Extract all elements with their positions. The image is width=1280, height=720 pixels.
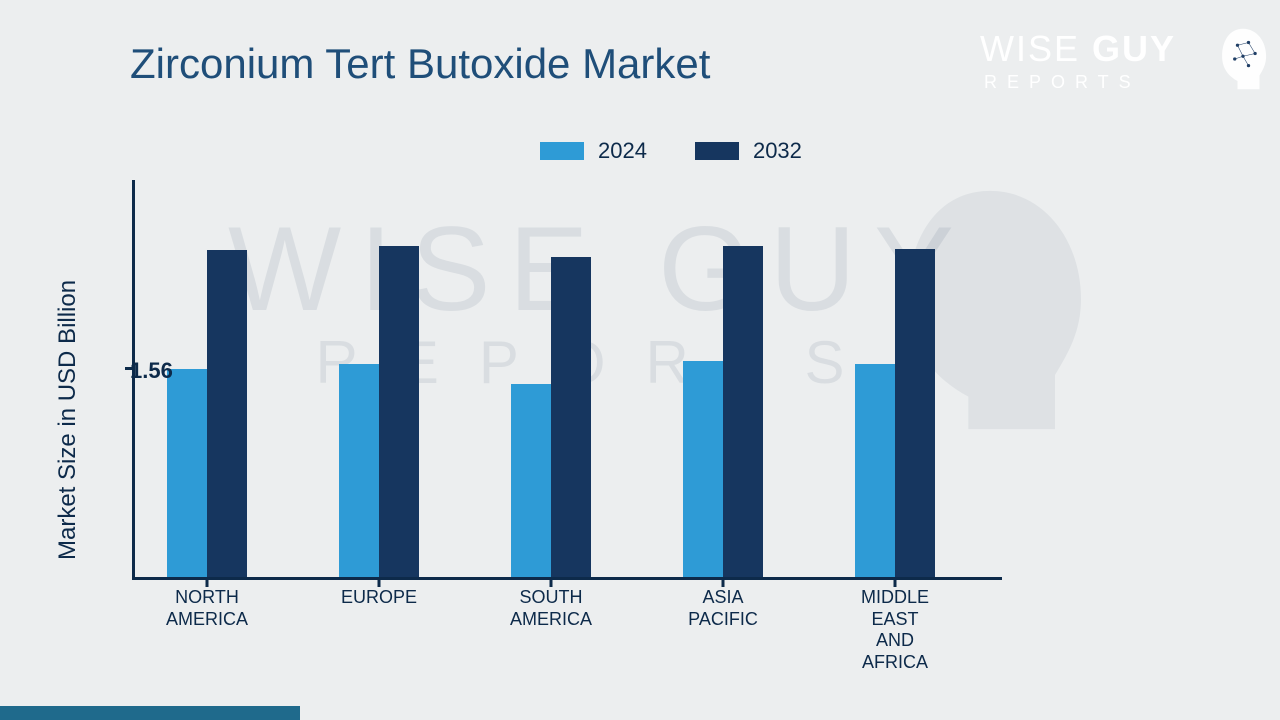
- brand-word-2: GUY: [1092, 28, 1176, 69]
- x-axis-label: NORTHAMERICA: [127, 577, 287, 630]
- bar-2032: [895, 249, 935, 577]
- bar-2024: [511, 384, 551, 577]
- bar-2024: [855, 364, 895, 577]
- footer-accent-bar: [0, 706, 300, 720]
- bar-group: MIDDLEEASTANDAFRICA: [847, 180, 943, 577]
- y-axis-label: Market Size in USD Billion: [54, 280, 82, 560]
- bar-2032: [379, 246, 419, 577]
- bar-2024: [167, 369, 207, 577]
- chart-canvas: WISE GUY REPORTS Zirconium Tert Butoxide…: [0, 0, 1280, 720]
- bar-group: ASIAPACIFIC: [675, 180, 771, 577]
- bar-2024: [683, 361, 723, 577]
- chart-title: Zirconium Tert Butoxide Market: [130, 40, 710, 88]
- legend-swatch: [695, 142, 739, 160]
- bar-2032: [723, 246, 763, 577]
- y-tick-label: 1.56: [130, 358, 173, 384]
- legend: 2024 2032: [540, 138, 802, 164]
- x-axis-label: SOUTHAMERICA: [471, 577, 631, 630]
- plot-area: NORTHAMERICA EUROPE SOUTHAMERICA ASIAPACIFI…: [132, 180, 1002, 580]
- brand-logo-text: WISE GUY REPORTS: [980, 28, 1240, 93]
- brand-word-1: WISE: [980, 28, 1080, 69]
- x-axis-label: EUROPE: [299, 577, 459, 609]
- bar-2032: [207, 250, 247, 577]
- legend-item: 2024: [540, 138, 647, 164]
- legend-swatch: [540, 142, 584, 160]
- bar-group: SOUTHAMERICA: [503, 180, 599, 577]
- x-axis-label: MIDDLEEASTANDAFRICA: [815, 577, 975, 673]
- bar-group: EUROPE: [331, 180, 427, 577]
- bar-2032: [551, 257, 591, 577]
- brand-subline: REPORTS: [980, 72, 1240, 93]
- x-axis-label: ASIAPACIFIC: [643, 577, 803, 630]
- legend-label: 2032: [753, 138, 802, 164]
- bar-group: NORTHAMERICA: [159, 180, 255, 577]
- legend-item: 2032: [695, 138, 802, 164]
- brand-head-icon: [1214, 26, 1272, 92]
- legend-label: 2024: [598, 138, 647, 164]
- bar-2024: [339, 364, 379, 577]
